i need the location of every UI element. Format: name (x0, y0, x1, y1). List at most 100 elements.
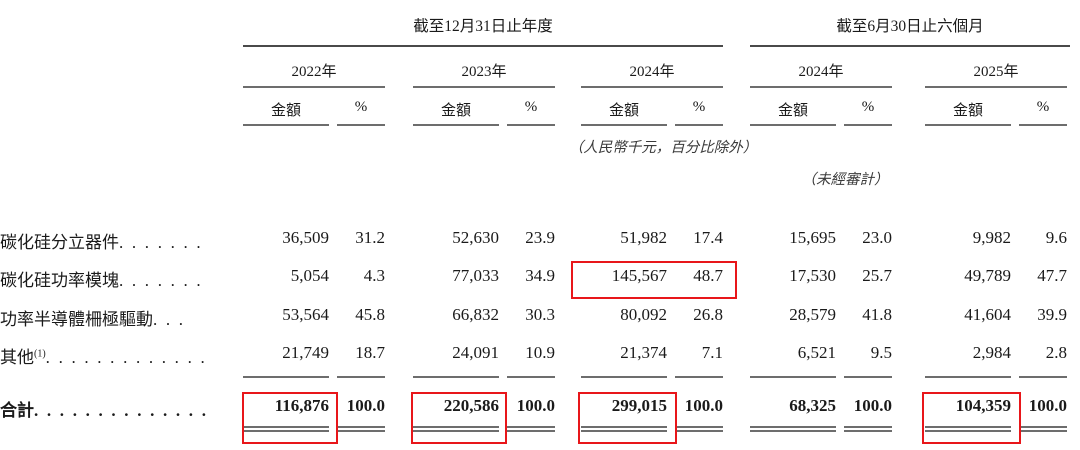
column-group-title-annual: 截至12月31日止年度 (413, 18, 553, 35)
subheader-rule-10 (1019, 124, 1067, 126)
subheader-percent-2024-annual: % (692, 99, 706, 115)
cell-r2-c0-percent: 45.8 (355, 305, 385, 324)
cell-r3-c0-percent: 18.7 (355, 343, 385, 362)
subheader-rule-6 (675, 124, 723, 126)
subtotal-rule-2 (337, 376, 385, 378)
cell-r3-c3-amount: 6,521 (797, 343, 836, 362)
column-group-title-interim: 截至6月30日止六個月 (836, 18, 984, 35)
subheader-percent-2024-interim: % (861, 99, 875, 115)
cell-r1-c3-percent: 25.7 (862, 266, 892, 285)
subheader-amount-2024-interim: 金額 (777, 103, 808, 119)
total-c0-amount: 116,876 (274, 396, 329, 415)
cell-r2-c1-amount: 66,832 (452, 305, 499, 324)
cell-r2-c0-amount: 53,564 (282, 305, 329, 324)
cell-r1-c4-amount: 49,789 (964, 266, 1011, 285)
subheader-rule-4 (507, 124, 555, 126)
subtotal-rule-1 (243, 376, 329, 378)
cell-r2-c3-percent: 41.8 (862, 305, 892, 324)
total-double-rule-2 (337, 426, 385, 432)
total-row-leader: . . . . . . . . . . . . . . (34, 401, 209, 420)
row-label-2-text: 功率半導體柵極驅動 (0, 310, 153, 329)
subtotal-rule-6 (675, 376, 723, 378)
highlight-box-total-2025-interim (922, 392, 1021, 444)
cell-r3-c3-percent: 9.5 (870, 343, 892, 362)
subheader-amount-2025: 金額 (952, 103, 983, 119)
cell-r1-c2-percent: 48.7 (693, 266, 723, 285)
row-label-1: 碳化硅功率模塊. . . . . . . (0, 266, 203, 291)
row-label-3-superscript: (1) (34, 348, 46, 360)
cell-r0-c0-amount: 36,509 (282, 228, 329, 247)
total-c2-amount: 299,015 (611, 396, 667, 415)
subtotal-rule-9 (925, 376, 1011, 378)
group-rule-annual (243, 45, 723, 47)
total-c4-amount: 104,359 (955, 396, 1011, 415)
year-header-2023-annual: 2023年 (461, 64, 507, 80)
subtotal-rule-7 (750, 376, 836, 378)
group-rule-interim (750, 45, 1070, 47)
row-leader-0: . . . . . . . (119, 233, 203, 252)
total-double-rule-9 (925, 426, 1011, 432)
year-rule-2025 (925, 86, 1067, 88)
total-double-rule-4 (507, 426, 555, 432)
subheader-rule-1 (243, 124, 329, 126)
unaudited-note: （未經審計） (801, 172, 889, 188)
total-double-rule-7 (750, 426, 836, 432)
year-rule-2023 (413, 86, 555, 88)
cell-r1-c1-amount: 77,033 (452, 266, 499, 285)
subheader-amount-2022: 金額 (270, 103, 301, 119)
total-c2-percent: 100.0 (684, 396, 723, 415)
year-rule-2024-annual (581, 86, 723, 88)
cell-r2-c4-percent: 39.9 (1037, 305, 1067, 324)
cell-r1-c4-percent: 47.7 (1037, 266, 1067, 285)
total-double-rule-1 (243, 426, 329, 432)
total-double-rule-5 (581, 426, 667, 432)
cell-r0-c0-percent: 31.2 (355, 228, 385, 247)
cell-r3-c1-amount: 24,091 (452, 343, 499, 362)
cell-r2-c2-amount: 80,092 (620, 305, 667, 324)
cell-r3-c2-percent: 7.1 (701, 343, 723, 362)
subheader-rule-8 (844, 124, 892, 126)
year-rule-2024-interim (750, 86, 892, 88)
cell-r0-c4-percent: 9.6 (1045, 228, 1067, 247)
total-double-rule-6 (675, 426, 723, 432)
subheader-percent-2025: % (1036, 99, 1050, 115)
highlight-box-total-2023 (411, 392, 507, 444)
row-label-3-text: 其他 (0, 348, 34, 367)
row-label-3: 其他(1). . . . . . . . . . . . . (0, 343, 207, 368)
cell-r2-c1-percent: 30.3 (525, 305, 555, 324)
cell-r0-c4-amount: 9,982 (972, 228, 1011, 247)
total-c0-percent: 100.0 (346, 396, 385, 415)
cell-r2-c2-percent: 26.8 (693, 305, 723, 324)
cell-r2-c3-amount: 28,579 (789, 305, 836, 324)
cell-r0-c3-amount: 15,695 (789, 228, 836, 247)
row-leader-3: . . . . . . . . . . . . . (45, 348, 207, 367)
cell-r2-c4-amount: 41,604 (964, 305, 1011, 324)
total-double-rule-8 (844, 426, 892, 432)
cell-r1-c3-amount: 17,530 (789, 266, 836, 285)
subtotal-rule-10 (1019, 376, 1067, 378)
subtotal-rule-5 (581, 376, 667, 378)
subheader-rule-2 (337, 124, 385, 126)
subheader-rule-3 (413, 124, 499, 126)
total-c1-amount: 220,586 (443, 396, 499, 415)
row-leader-1: . . . . . . . (119, 271, 203, 290)
subheader-percent-2023: % (524, 99, 538, 115)
highlight-box-total-2022 (242, 392, 338, 444)
cell-r3-c0-amount: 21,749 (282, 343, 329, 362)
cell-r0-c3-percent: 23.0 (862, 228, 892, 247)
cell-r3-c4-amount: 2,984 (972, 343, 1011, 362)
highlight-box-2024-annual-module-row (571, 261, 737, 299)
year-rule-2022 (243, 86, 385, 88)
year-header-2024-annual: 2024年 (629, 64, 675, 80)
subtotal-rule-4 (507, 376, 555, 378)
total-row-label-text: 合計 (0, 401, 34, 420)
row-label-0-text: 碳化硅分立器件 (0, 233, 119, 252)
highlight-box-total-2024-annual (578, 392, 677, 444)
year-header-2024-interim: 2024年 (798, 64, 844, 80)
total-c1-percent: 100.0 (516, 396, 555, 415)
subheader-amount-2023: 金額 (440, 103, 471, 119)
total-double-rule-10 (1019, 426, 1067, 432)
cell-r0-c1-amount: 52,630 (452, 228, 499, 247)
year-header-2025-interim: 2025年 (973, 64, 1019, 80)
total-row-label: 合計. . . . . . . . . . . . . . (0, 396, 208, 421)
